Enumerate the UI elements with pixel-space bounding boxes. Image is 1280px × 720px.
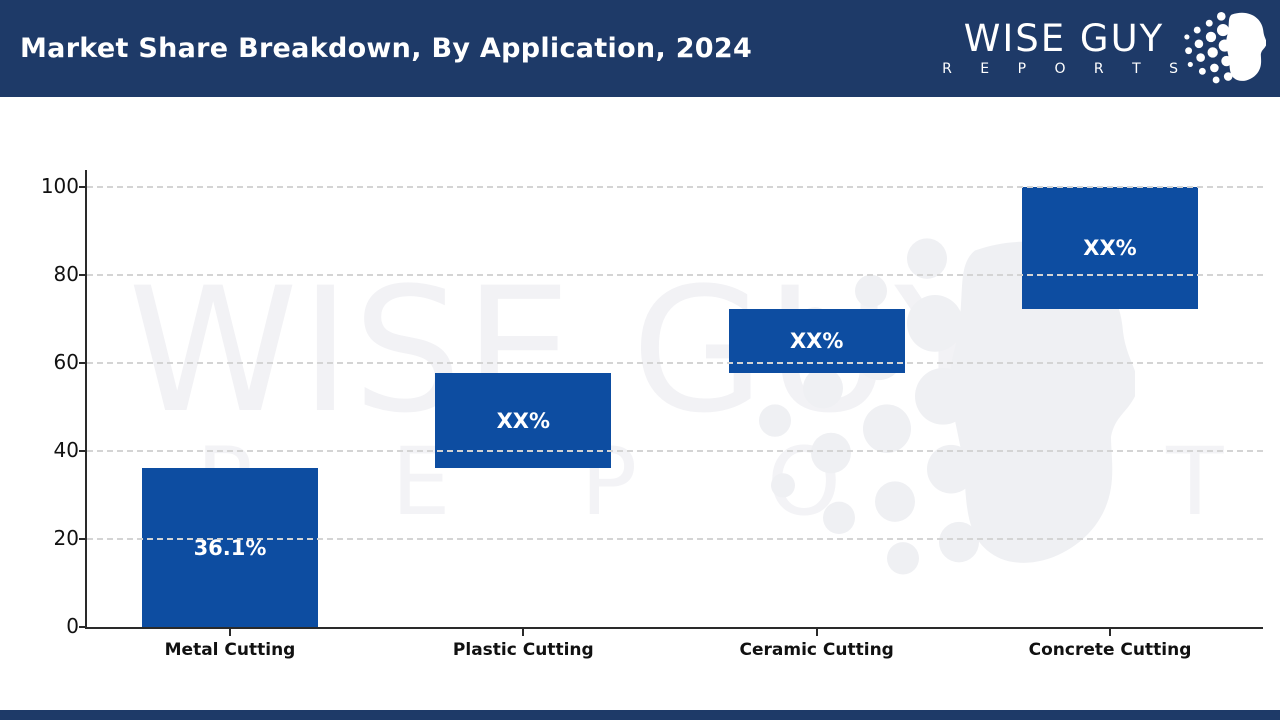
gridline [87, 274, 1263, 276]
bar-value-label: XX% [1083, 235, 1137, 260]
bar-metal-cutting: 36.1% [142, 468, 318, 627]
x-axis-label: Concrete Cutting [1028, 640, 1192, 660]
dotted-face-icon [1184, 11, 1266, 83]
y-axis-tick-label: 80 [53, 262, 79, 286]
bar-concrete-cutting: XX% [1022, 187, 1198, 309]
y-axis-tick-label: 0 [66, 614, 79, 638]
bar-plastic-cutting: XX% [435, 373, 612, 469]
gridline [87, 362, 1263, 364]
y-axis-tick [79, 362, 87, 364]
y-axis-tick-label: 60 [53, 350, 79, 374]
y-axis-line [85, 170, 87, 629]
header: Market Share Breakdown, By Application, … [0, 0, 1280, 97]
gridline [87, 450, 1263, 452]
bar-value-label: XX% [496, 408, 551, 433]
gridline [87, 186, 1263, 188]
wiseguy-logo: WISE GUY R E P O R T S [938, 5, 1266, 93]
y-axis-tick [79, 450, 87, 452]
x-axis-label: Plastic Cutting [452, 640, 594, 660]
gridline [87, 538, 1263, 540]
logo-subtitle: R E P O R T S [942, 61, 1190, 77]
y-axis-tick [79, 186, 87, 188]
bar-value-label: XX% [789, 328, 844, 353]
chart-title: Market Share Breakdown, By Application, … [20, 33, 753, 64]
x-axis-label: Ceramic Cutting [739, 640, 894, 660]
logo-wordmark: WISE GUY [963, 17, 1165, 60]
y-axis-tick-label: 20 [53, 526, 79, 550]
footer-bar [0, 710, 1280, 720]
x-axis-tick [1109, 627, 1111, 636]
x-axis-label: Metal Cutting [164, 640, 296, 660]
x-axis-line [85, 627, 1263, 629]
y-axis-tick [79, 274, 87, 276]
y-axis-tick-label: 100 [40, 174, 79, 198]
x-axis-tick [229, 627, 231, 636]
y-axis-tick-label: 40 [53, 438, 79, 462]
y-axis-tick [79, 626, 87, 628]
x-axis-tick [815, 627, 818, 636]
y-axis-tick [79, 538, 87, 540]
logo-text: WISE GUY R E P O R T S [938, 20, 1190, 77]
x-axis-tick [522, 627, 525, 636]
